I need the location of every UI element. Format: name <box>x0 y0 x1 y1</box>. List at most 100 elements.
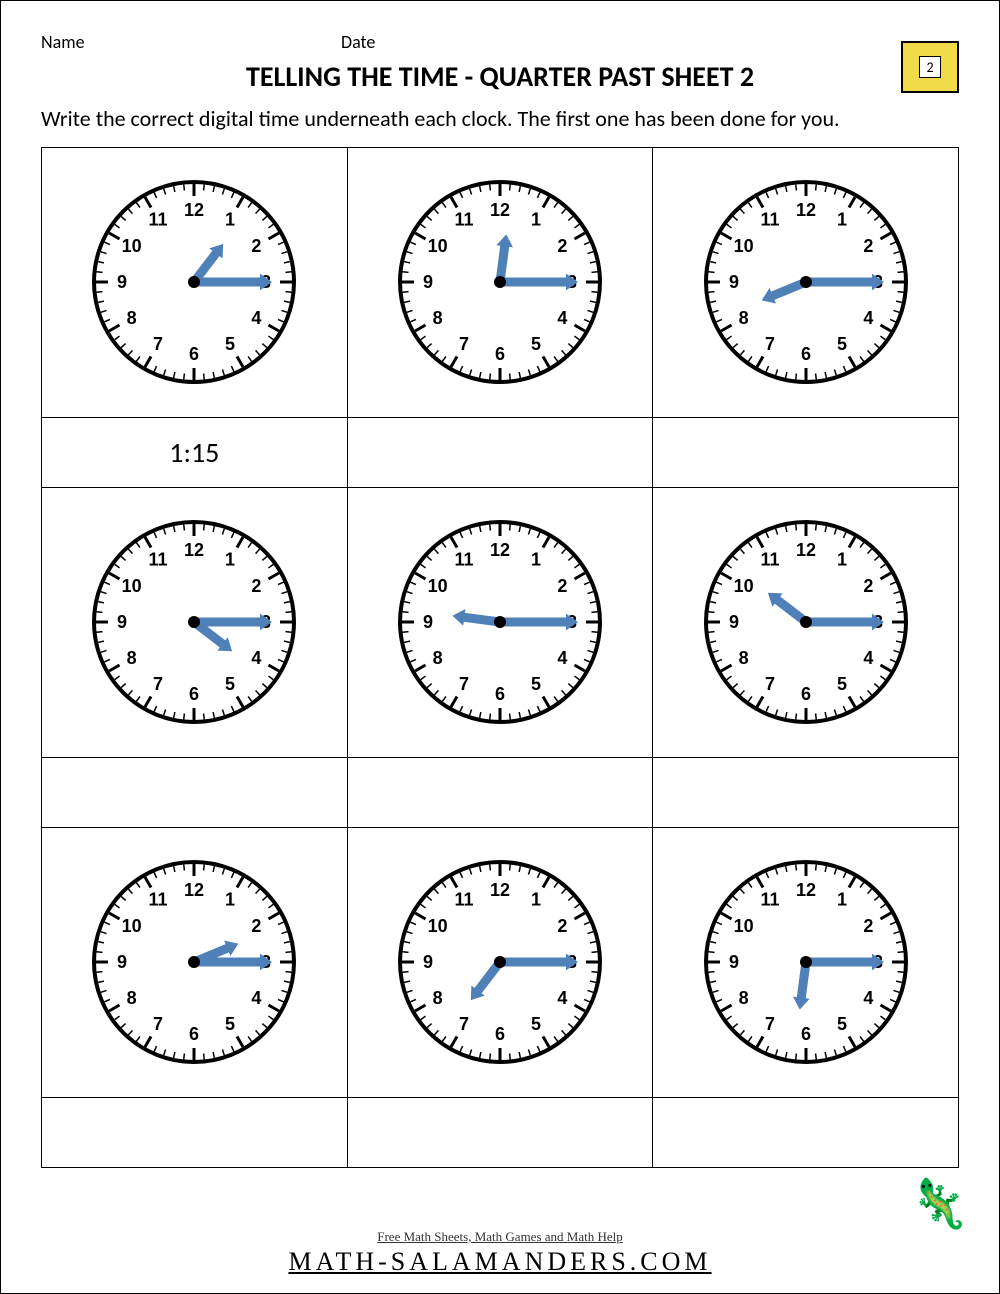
svg-text:12: 12 <box>796 540 816 560</box>
answer-cell[interactable] <box>347 417 653 487</box>
svg-text:6: 6 <box>801 1024 811 1044</box>
page-title: TELLING THE TIME - QUARTER PAST SHEET 2 <box>41 59 959 94</box>
svg-text:5: 5 <box>225 674 235 694</box>
svg-text:2: 2 <box>557 916 567 936</box>
svg-text:4: 4 <box>252 308 262 328</box>
svg-text:8: 8 <box>433 308 443 328</box>
svg-text:5: 5 <box>837 334 847 354</box>
svg-text:10: 10 <box>428 576 448 596</box>
svg-text:11: 11 <box>149 210 168 230</box>
answer-cell[interactable] <box>347 757 653 827</box>
svg-text:8: 8 <box>433 648 443 668</box>
grade-logo: 2 <box>901 41 959 93</box>
svg-text:12: 12 <box>184 540 204 560</box>
svg-text:5: 5 <box>531 334 541 354</box>
svg-text:11: 11 <box>760 890 779 910</box>
answer-cell[interactable] <box>653 417 959 487</box>
svg-text:5: 5 <box>531 1014 541 1034</box>
svg-text:7: 7 <box>765 334 775 354</box>
svg-text:12: 12 <box>490 880 510 900</box>
svg-text:7: 7 <box>459 674 469 694</box>
svg-text:1: 1 <box>531 890 541 910</box>
svg-text:5: 5 <box>837 674 847 694</box>
clock-cell: 123456789101112 <box>42 487 348 757</box>
svg-text:7: 7 <box>459 1014 469 1034</box>
svg-text:12: 12 <box>796 200 816 220</box>
svg-text:1: 1 <box>531 550 541 570</box>
clock-cell: 123456789101112 <box>42 147 348 417</box>
answer-cell[interactable] <box>653 1097 959 1167</box>
svg-text:2: 2 <box>252 236 262 256</box>
svg-text:2: 2 <box>863 576 873 596</box>
svg-text:9: 9 <box>423 612 433 632</box>
svg-text:12: 12 <box>796 880 816 900</box>
svg-text:7: 7 <box>765 1014 775 1034</box>
svg-text:12: 12 <box>490 540 510 560</box>
svg-text:9: 9 <box>729 612 739 632</box>
svg-text:11: 11 <box>149 890 168 910</box>
clock-cell: 123456789101112 <box>653 147 959 417</box>
svg-text:10: 10 <box>733 236 753 256</box>
svg-text:1: 1 <box>837 890 847 910</box>
svg-text:6: 6 <box>189 684 199 704</box>
svg-text:11: 11 <box>760 550 779 570</box>
svg-text:10: 10 <box>428 236 448 256</box>
svg-text:8: 8 <box>127 988 137 1008</box>
svg-text:7: 7 <box>153 1014 163 1034</box>
svg-text:6: 6 <box>495 344 505 364</box>
svg-text:10: 10 <box>122 576 142 596</box>
svg-text:2: 2 <box>252 576 262 596</box>
svg-text:12: 12 <box>490 200 510 220</box>
instructions: Write the correct digital time underneat… <box>41 104 959 135</box>
svg-text:11: 11 <box>454 550 473 570</box>
svg-text:8: 8 <box>738 988 748 1008</box>
footer: Free Math Sheets, Math Games and Math He… <box>1 1229 999 1277</box>
svg-text:12: 12 <box>184 200 204 220</box>
svg-text:8: 8 <box>433 988 443 1008</box>
clock-cell: 123456789101112 <box>347 487 653 757</box>
svg-text:9: 9 <box>117 272 127 292</box>
svg-text:6: 6 <box>495 684 505 704</box>
svg-text:10: 10 <box>428 916 448 936</box>
svg-text:6: 6 <box>189 1024 199 1044</box>
clock-cell: 123456789101112 <box>653 487 959 757</box>
svg-text:4: 4 <box>863 648 873 668</box>
svg-text:8: 8 <box>738 648 748 668</box>
svg-text:4: 4 <box>863 308 873 328</box>
svg-text:1: 1 <box>837 550 847 570</box>
svg-text:6: 6 <box>801 344 811 364</box>
answer-cell[interactable] <box>653 757 959 827</box>
svg-text:2: 2 <box>557 576 567 596</box>
clock-cell: 123456789101112 <box>42 827 348 1097</box>
svg-text:11: 11 <box>760 210 779 230</box>
clock-cell: 123456789101112 <box>653 827 959 1097</box>
svg-text:1: 1 <box>225 210 235 230</box>
svg-text:11: 11 <box>454 210 473 230</box>
answer-cell[interactable]: 1:15 <box>42 417 348 487</box>
footer-brand: MATH-SALAMANDERS.COM <box>1 1247 999 1277</box>
svg-text:7: 7 <box>765 674 775 694</box>
svg-text:7: 7 <box>153 334 163 354</box>
svg-text:5: 5 <box>225 334 235 354</box>
svg-text:9: 9 <box>729 272 739 292</box>
svg-text:9: 9 <box>423 272 433 292</box>
svg-text:9: 9 <box>729 952 739 972</box>
svg-text:1: 1 <box>225 550 235 570</box>
answer-cell[interactable] <box>42 1097 348 1167</box>
svg-text:2: 2 <box>863 916 873 936</box>
svg-text:11: 11 <box>454 890 473 910</box>
answer-cell[interactable] <box>42 757 348 827</box>
date-label: Date <box>341 31 641 53</box>
clock-cell: 123456789101112 <box>347 827 653 1097</box>
svg-text:8: 8 <box>127 648 137 668</box>
worksheet-page: 2 Name Date TELLING THE TIME - QUARTER P… <box>0 0 1000 1294</box>
worksheet-grid: 1234567891011121234567891011121234567891… <box>41 147 959 1168</box>
svg-text:1: 1 <box>531 210 541 230</box>
answer-cell[interactable] <box>347 1097 653 1167</box>
svg-text:2: 2 <box>557 236 567 256</box>
svg-text:10: 10 <box>733 916 753 936</box>
svg-text:6: 6 <box>189 344 199 364</box>
svg-text:11: 11 <box>149 550 168 570</box>
svg-text:2: 2 <box>252 916 262 936</box>
svg-text:4: 4 <box>252 648 262 668</box>
